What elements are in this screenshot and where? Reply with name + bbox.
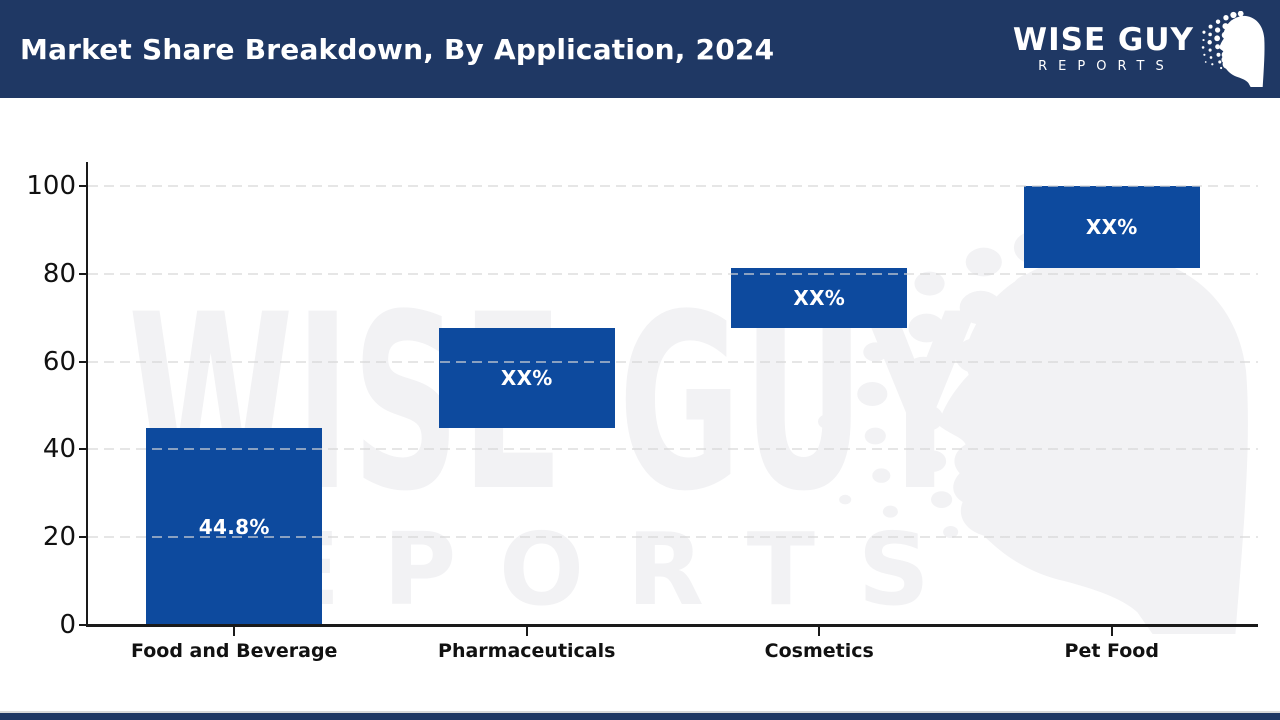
gridline-20: [88, 536, 1258, 539]
bar-pharmaceuticals: XX%: [438, 328, 615, 429]
gridline-80: [88, 272, 1258, 275]
x-axis-category-label: Pharmaceuticals: [438, 640, 616, 662]
footer-divider: [0, 711, 1280, 713]
y-axis-tick-label: 60: [42, 346, 76, 377]
bar-pet-food: XX%: [1023, 186, 1200, 268]
bar-food-and-beverage: 44.8%: [146, 428, 323, 625]
x-axis-tick: [818, 627, 821, 636]
page-title: Market Share Breakdown, By Application, …: [20, 32, 775, 66]
y-axis-tick: [79, 536, 88, 539]
y-axis-tick: [79, 272, 88, 275]
bar-value-label: XX%: [500, 366, 553, 391]
y-axis-tick: [79, 360, 88, 363]
gridline-40: [88, 448, 1258, 451]
x-axis-tick: [525, 627, 528, 636]
gridline-60: [88, 360, 1258, 363]
y-axis-line: [86, 162, 88, 626]
bar-value-label: 44.8%: [198, 514, 270, 539]
x-axis-tick: [1110, 627, 1113, 636]
wiseguy-logo: WISE GUY REPORTS: [1013, 0, 1266, 98]
logo-wordmark: WISE GUY: [1012, 22, 1194, 59]
x-axis-category-label: Cosmetics: [764, 640, 874, 662]
x-axis-line: [86, 624, 1258, 627]
logo-subtitle: REPORTS: [1038, 58, 1175, 74]
wiseguy-logo-text: WISE GUY REPORTS: [1013, 24, 1194, 74]
bar-cosmetics: XX%: [731, 267, 908, 329]
y-axis-tick: [79, 185, 88, 187]
y-axis-tick-label: 20: [42, 522, 76, 553]
footer-bar: [0, 713, 1280, 720]
y-axis-tick-label: 0: [59, 610, 76, 640]
y-axis-tick-label: 100: [26, 171, 76, 201]
x-axis-category-label: Pet Food: [1064, 640, 1159, 662]
x-axis-category-label: Food and Beverage: [131, 640, 338, 662]
wiseguy-face-icon: [1201, 11, 1265, 87]
y-axis-tick-label: 80: [42, 258, 76, 289]
y-axis-tick-label: 40: [42, 434, 76, 465]
y-axis-tick: [79, 448, 88, 451]
gridline-100: [88, 185, 1258, 187]
bar-value-label: XX%: [1085, 214, 1138, 239]
x-axis-tick: [233, 627, 236, 636]
y-axis-tick: [79, 624, 88, 626]
bar-value-label: XX%: [793, 285, 846, 310]
header-bar: Market Share Breakdown, By Application, …: [0, 0, 1280, 98]
